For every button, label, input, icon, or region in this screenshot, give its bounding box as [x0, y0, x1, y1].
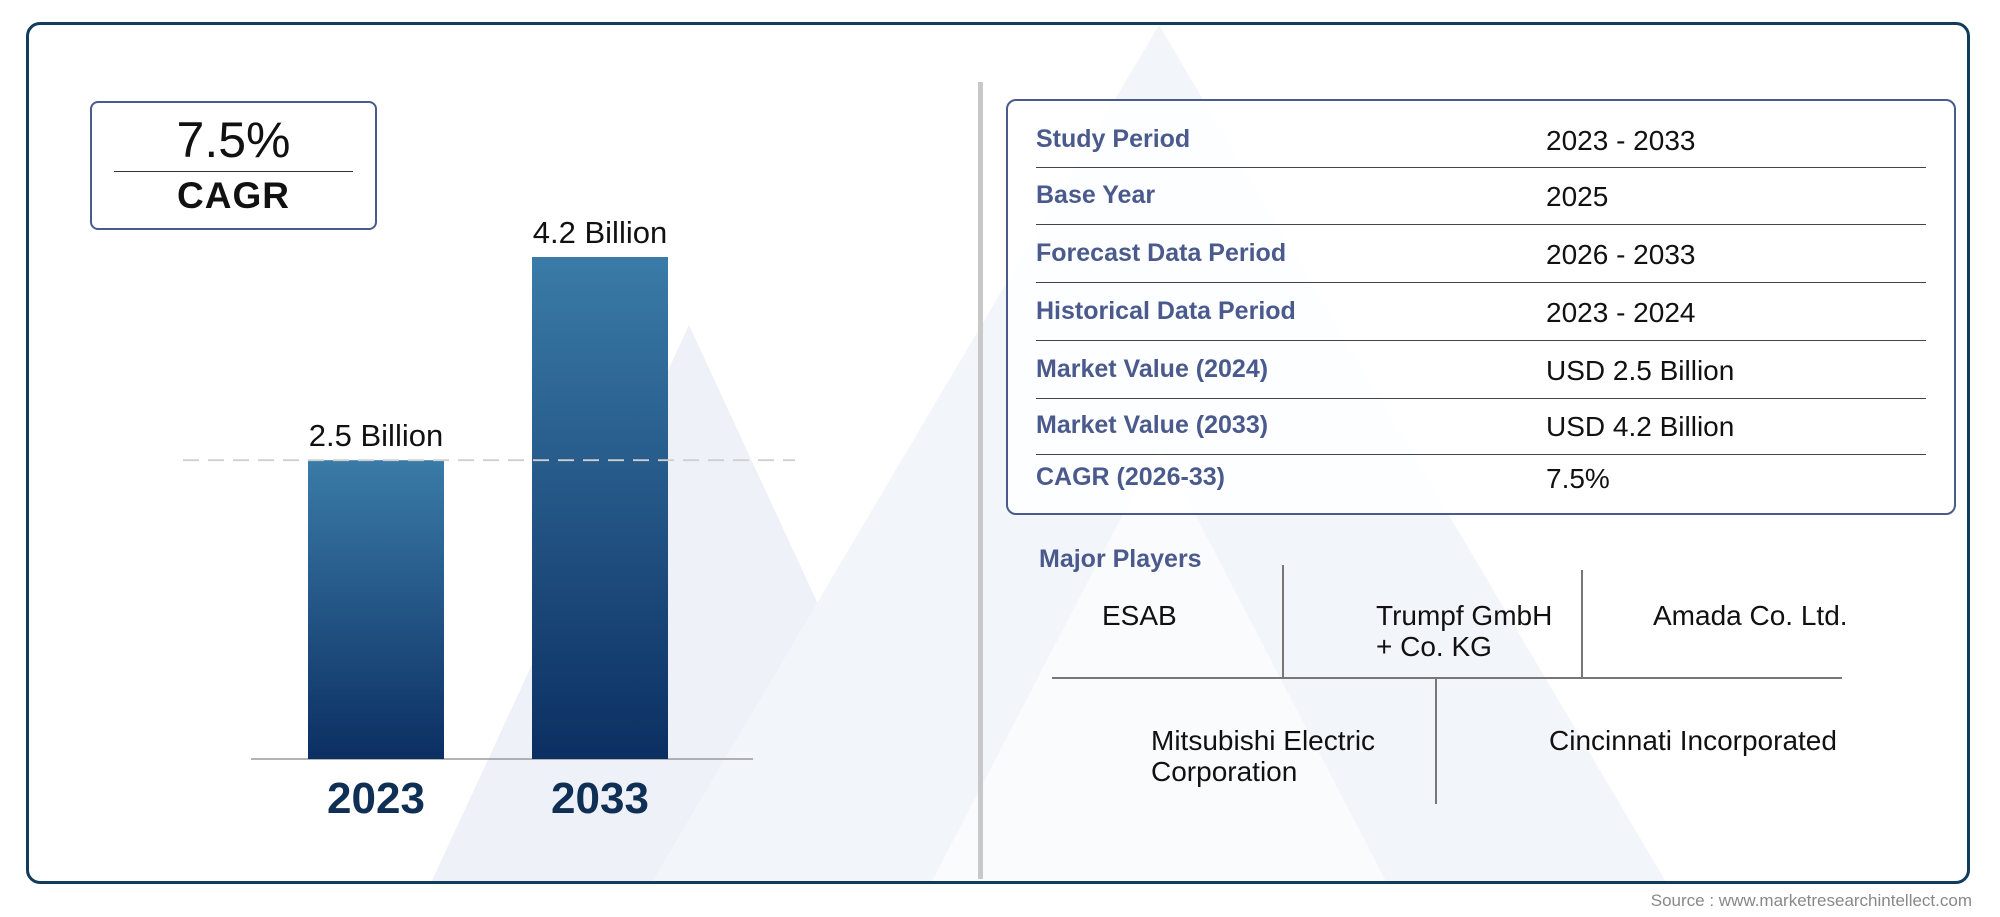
table-row: Historical Data Period 2023 - 2024	[1036, 283, 1926, 341]
players-grid-line	[1282, 565, 1284, 677]
cagr-label: CAGR	[177, 175, 290, 216]
x-tick-label: 2033	[551, 774, 649, 823]
table-row-label: Base Year	[1036, 181, 1156, 209]
player-name: Cincinnati Incorporated	[1549, 725, 1837, 756]
bar-2033	[532, 257, 668, 759]
table-row: Market Value (2033) USD 4.2 Billion	[1036, 397, 1926, 455]
cagr-value: 7.5%	[176, 112, 291, 168]
bar-value-label: 2.5 Billion	[309, 418, 443, 453]
players-grid-line	[1435, 678, 1437, 804]
table-row: Market Value (2024) USD 2.5 Billion	[1036, 341, 1926, 399]
bar-chart: 2.5 Billion 2023 4.2 Billion 2033	[183, 215, 795, 823]
market-summary-table: Study Period 2023 - 2033 Base Year 2025 Fore…	[1006, 99, 1956, 515]
x-tick-label: 2023	[327, 774, 425, 823]
table-row-label: Historical Data Period	[1036, 297, 1296, 325]
table-row-value: 7.5%	[1546, 463, 1610, 494]
cagr-divider	[114, 171, 353, 172]
table-row: Forecast Data Period 2026 - 2033	[1036, 225, 1926, 283]
players-grid-line	[1052, 677, 1842, 679]
table-row: Base Year 2025	[1036, 167, 1926, 225]
major-players-title: Major Players	[1039, 545, 1202, 573]
player-name: Amada Co. Ltd.	[1653, 600, 1848, 631]
source-credit: Source : www.marketresearchintellect.com	[1650, 891, 1972, 910]
player-name: Mitsubishi Electric Corporation	[1151, 725, 1376, 787]
infographic-frame: 7.5% CAGR 2.5 Billion 2023 4.2 Billion 2033…	[26, 22, 1970, 884]
table-row-label: Study Period	[1036, 125, 1191, 153]
table-row-label: Forecast Data Period	[1036, 239, 1287, 267]
player-name: Trumpf GmbH + Co. KG	[1376, 600, 1553, 662]
section-divider	[978, 82, 983, 879]
table-row-label: CAGR (2026-33)	[1036, 463, 1225, 491]
table-row-value: 2023 - 2024	[1546, 297, 1696, 328]
table-row-label: Market Value (2024)	[1036, 355, 1269, 383]
table-row: Study Period 2023 - 2033	[1036, 111, 1926, 168]
players-grid-line	[1581, 570, 1583, 677]
bar-value-label: 4.2 Billion	[533, 215, 667, 250]
cagr-box: 7.5% CAGR	[90, 101, 377, 230]
table-row-value: USD 4.2 Billion	[1546, 411, 1735, 442]
table-row-value: 2025	[1546, 181, 1609, 212]
table-row: CAGR (2026-33) 7.5%	[1036, 449, 1926, 506]
bar-2023	[308, 460, 444, 759]
table-row-value: 2023 - 2033	[1546, 125, 1696, 156]
table-row-value: 2026 - 2033	[1546, 239, 1696, 270]
table-row-value: USD 2.5 Billion	[1546, 355, 1735, 386]
player-name: ESAB	[1102, 600, 1177, 631]
table-row-label: Market Value (2033)	[1036, 411, 1269, 439]
